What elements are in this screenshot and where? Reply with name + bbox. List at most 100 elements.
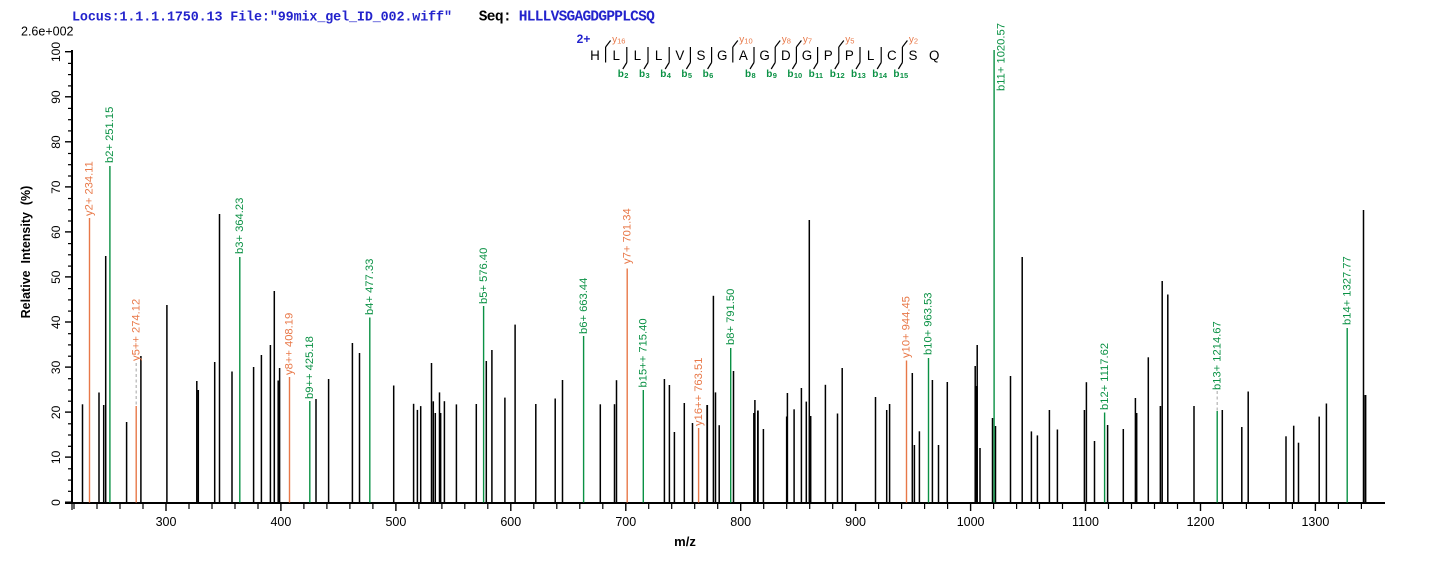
svg-text:700: 700 — [615, 515, 636, 529]
svg-text:b9++ 425.18: b9++ 425.18 — [304, 336, 316, 399]
svg-text:y: y — [909, 35, 914, 46]
svg-text:900: 900 — [845, 515, 866, 529]
svg-text:G: G — [717, 48, 727, 63]
svg-text:L: L — [655, 48, 662, 63]
svg-text:y: y — [782, 35, 787, 46]
svg-text:60: 60 — [49, 225, 63, 239]
svg-text:30: 30 — [49, 360, 63, 374]
svg-text:14: 14 — [879, 71, 888, 80]
svg-text:50: 50 — [49, 270, 63, 284]
svg-text:b: b — [787, 69, 793, 80]
svg-text:S: S — [697, 48, 706, 63]
svg-text:11: 11 — [815, 71, 823, 80]
svg-text:b: b — [830, 69, 836, 80]
svg-text:20: 20 — [49, 405, 63, 419]
svg-text:b2+ 251.15: b2+ 251.15 — [104, 107, 116, 163]
svg-text:0: 0 — [49, 499, 63, 506]
svg-text:b5+ 576.40: b5+ 576.40 — [478, 248, 490, 304]
svg-text:Seq:: Seq: — [479, 10, 512, 26]
svg-text:y7+ 701.34: y7+ 701.34 — [621, 208, 633, 264]
svg-text:b13+ 1214.67: b13+ 1214.67 — [1211, 321, 1223, 390]
svg-text:m/z: m/z — [674, 534, 696, 549]
svg-text:y: y — [803, 35, 808, 46]
svg-text:600: 600 — [500, 515, 521, 529]
svg-text:7: 7 — [808, 37, 812, 46]
svg-text:1100: 1100 — [1072, 515, 1099, 529]
svg-text:b: b — [639, 69, 645, 80]
svg-text:G: G — [759, 48, 769, 63]
svg-text:2+: 2+ — [577, 32, 591, 46]
svg-text:y10+ 944.45: y10+ 944.45 — [901, 296, 913, 358]
svg-text:500: 500 — [385, 515, 406, 529]
svg-text:b: b — [745, 69, 751, 80]
svg-text:b3+ 364.23: b3+ 364.23 — [234, 198, 246, 254]
svg-text:12: 12 — [836, 71, 844, 80]
svg-text:70: 70 — [49, 180, 63, 194]
svg-text:S: S — [909, 48, 918, 63]
svg-text:b: b — [618, 69, 624, 80]
svg-text:y: y — [845, 35, 850, 46]
svg-text:5: 5 — [850, 37, 854, 46]
svg-text:10: 10 — [744, 37, 752, 46]
svg-text:C: C — [887, 48, 897, 63]
svg-text:300: 300 — [156, 515, 177, 529]
svg-text:y: y — [739, 35, 744, 46]
svg-text:15: 15 — [900, 71, 908, 80]
svg-text:L: L — [634, 48, 641, 63]
svg-text:8: 8 — [752, 71, 756, 80]
svg-text:b: b — [766, 69, 772, 80]
svg-text:6: 6 — [709, 71, 713, 80]
svg-text:y8++ 408.19: y8++ 408.19 — [284, 313, 296, 375]
svg-text:400: 400 — [270, 515, 291, 529]
svg-text:b: b — [681, 69, 687, 80]
svg-text:b14+ 1327.77: b14+ 1327.77 — [1341, 256, 1353, 325]
svg-text:8: 8 — [787, 37, 791, 46]
svg-text:HLLLVSGAGDGPPLCSQ: HLLLVSGAGDGPPLCSQ — [519, 10, 655, 26]
svg-text:b: b — [703, 69, 709, 80]
svg-text:b6+ 663.44: b6+ 663.44 — [578, 278, 590, 334]
svg-text:10: 10 — [794, 71, 802, 80]
svg-text:b: b — [660, 69, 666, 80]
svg-text:800: 800 — [730, 515, 751, 529]
svg-text:9: 9 — [773, 71, 777, 80]
svg-text:2: 2 — [624, 71, 628, 80]
svg-text:L: L — [867, 48, 874, 63]
svg-text:4: 4 — [667, 71, 672, 80]
svg-text:b15++ 715.40: b15++ 715.40 — [638, 318, 650, 387]
svg-text:1300: 1300 — [1301, 515, 1329, 529]
svg-text:90: 90 — [49, 90, 63, 104]
svg-text:H: H — [590, 48, 600, 63]
svg-text:P: P — [824, 48, 833, 63]
svg-text:b4+ 477.33: b4+ 477.33 — [364, 259, 376, 315]
svg-text:10: 10 — [49, 450, 63, 464]
svg-text:2: 2 — [914, 37, 918, 46]
svg-text:b12+ 1117.62: b12+ 1117.62 — [1099, 343, 1111, 410]
svg-text:y: y — [612, 35, 617, 46]
svg-text:G: G — [802, 48, 812, 63]
svg-text:b: b — [851, 69, 857, 80]
svg-text:b10+ 963.53: b10+ 963.53 — [923, 292, 935, 355]
svg-text:P: P — [845, 48, 854, 63]
svg-text:b11+ 1020.57: b11+ 1020.57 — [996, 23, 1008, 91]
svg-text:5: 5 — [688, 71, 692, 80]
svg-text:b: b — [872, 69, 878, 80]
svg-text:b: b — [809, 69, 815, 80]
svg-text:Q: Q — [929, 48, 939, 63]
svg-text:16: 16 — [617, 37, 625, 46]
svg-text:1200: 1200 — [1187, 515, 1215, 529]
svg-text:y16++ 763.51: y16++ 763.51 — [693, 358, 705, 426]
svg-text:y5++ 274.12: y5++ 274.12 — [130, 299, 142, 361]
svg-text:y2+ 234.11: y2+ 234.11 — [84, 161, 96, 216]
svg-text:V: V — [675, 48, 684, 63]
svg-text:100: 100 — [49, 42, 63, 62]
svg-text:A: A — [739, 48, 748, 63]
svg-text:b: b — [893, 69, 899, 80]
svg-text:1000: 1000 — [957, 515, 985, 529]
svg-text:3: 3 — [646, 71, 650, 80]
svg-text:D: D — [781, 48, 791, 63]
svg-text:80: 80 — [49, 135, 63, 149]
svg-text:b8+ 791.50: b8+ 791.50 — [725, 289, 737, 345]
svg-text:Relative Intensity (%): Relative Intensity (%) — [19, 186, 33, 319]
svg-text:40: 40 — [49, 315, 63, 329]
svg-text:13: 13 — [858, 71, 866, 80]
